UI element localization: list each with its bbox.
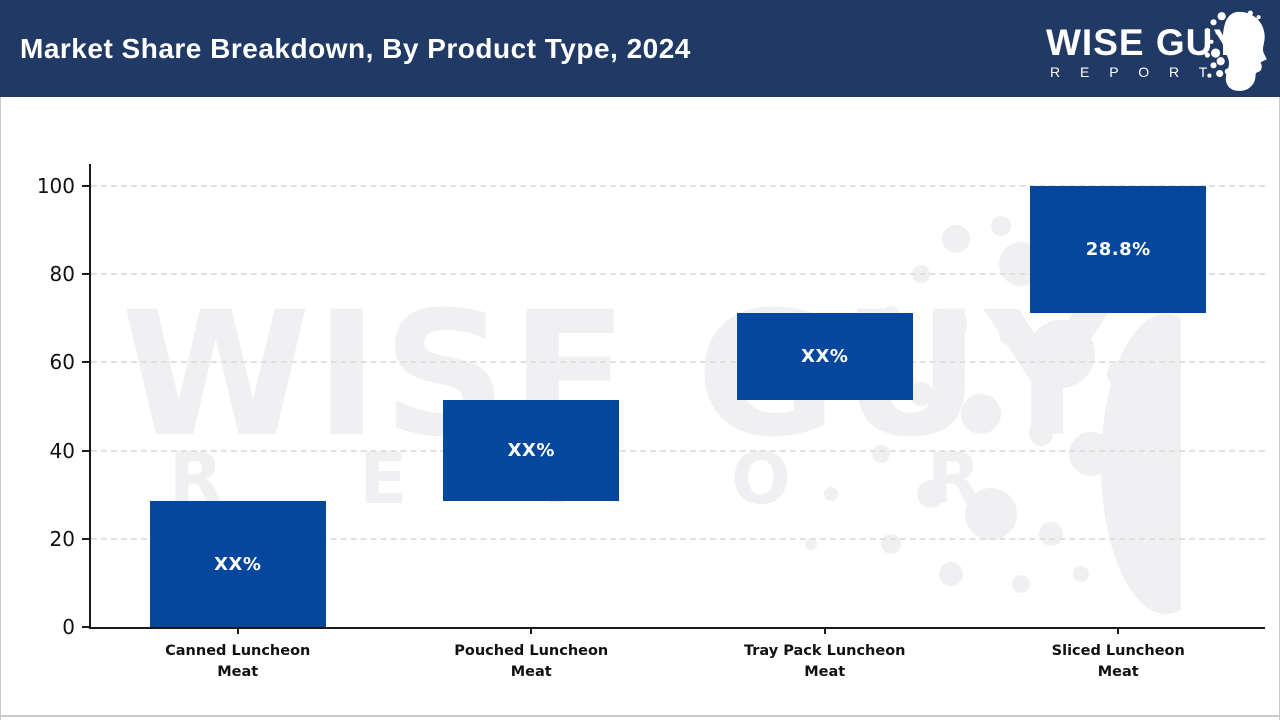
gridline — [91, 273, 1265, 276]
bar-value-label: XX% — [507, 440, 555, 462]
x-axis-tick — [1117, 627, 1120, 634]
gridline — [91, 361, 1265, 364]
logo-tagline-text: R E P O R T S — [1050, 64, 1245, 80]
bottom-divider — [1, 715, 1279, 717]
bar-2: XX% — [736, 313, 913, 400]
y-axis-tick-label: 80 — [49, 262, 75, 287]
x-axis-category-label: Pouched Luncheon Meat — [454, 643, 609, 681]
x-axis-tick — [236, 627, 239, 634]
y-axis-tick-label: 40 — [49, 438, 75, 463]
bar-3: 28.8% — [1030, 186, 1207, 314]
chart-canvas: WISE GUY R E P O R T S 020406080100XX%Ca… — [0, 97, 1280, 720]
wiseguy-logo: WISE GUY R E P O R T S — [1018, 6, 1268, 92]
y-axis-tick — [82, 185, 89, 188]
gridline — [91, 537, 1265, 540]
bar-value-label: XX% — [214, 553, 262, 575]
y-axis-tick-label: 60 — [49, 350, 75, 375]
x-axis-tick — [823, 627, 826, 634]
y-axis-tick — [82, 361, 89, 364]
x-axis-category-label: Sliced Luncheon Meat — [1051, 643, 1185, 681]
x-axis-category-label: Tray Pack Luncheon Meat — [743, 643, 906, 681]
bar-0: XX% — [149, 501, 326, 627]
x-axis-category-label: Canned Luncheon Meat — [165, 643, 311, 681]
y-axis-tick — [82, 449, 89, 452]
x-axis-tick — [530, 627, 533, 634]
gridline — [91, 185, 1265, 188]
bar-value-label: 28.8% — [1085, 239, 1151, 261]
header-banner: Market Share Breakdown, By Product Type,… — [0, 0, 1280, 97]
y-axis-tick — [82, 626, 89, 628]
y-axis-tick-label: 20 — [49, 526, 75, 551]
gridline — [91, 449, 1265, 452]
page-title: Market Share Breakdown, By Product Type,… — [20, 32, 691, 64]
dotted-head-icon — [1204, 10, 1267, 91]
bar-1: XX% — [443, 399, 620, 502]
bar-value-label: XX% — [801, 345, 849, 367]
y-axis-tick — [82, 537, 89, 540]
y-axis-tick-label: 100 — [36, 174, 75, 199]
plot-area: WISE GUY R E P O R T S 020406080100XX%Ca… — [37, 164, 1280, 680]
y-axis-tick — [82, 273, 89, 276]
y-axis-tick-label: 0 — [62, 615, 75, 639]
